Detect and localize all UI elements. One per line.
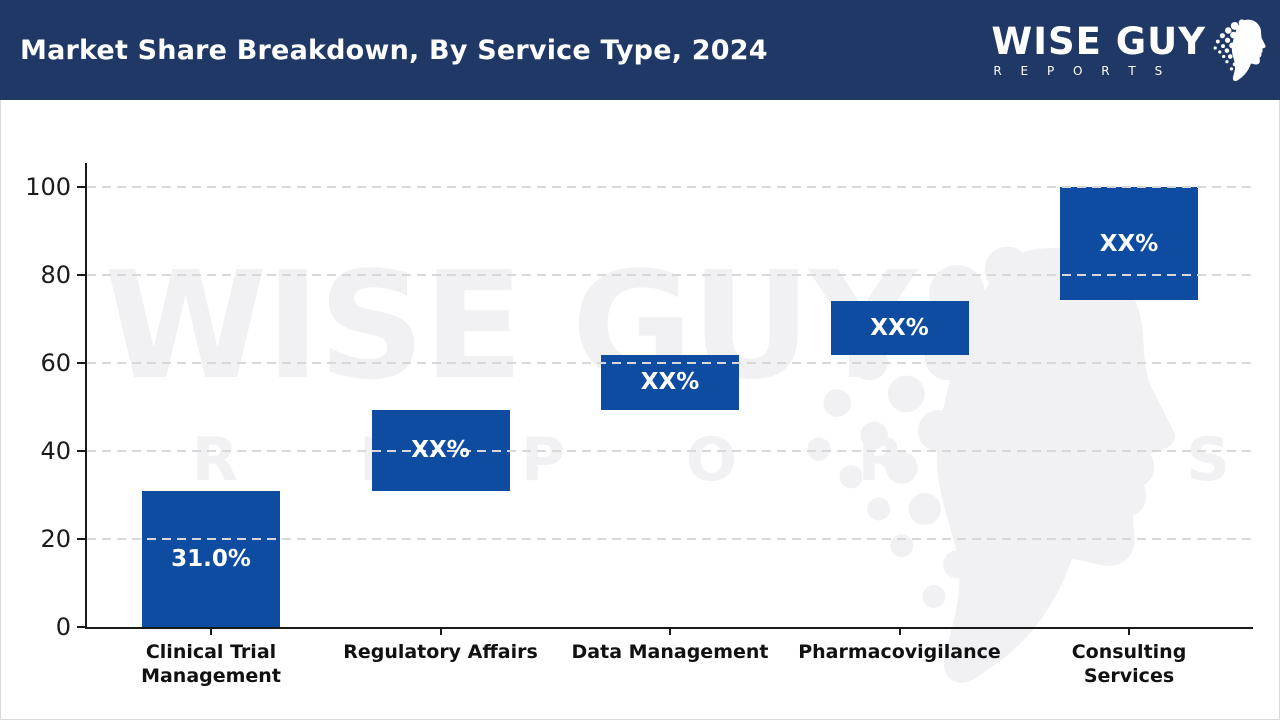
y-tick <box>77 274 85 276</box>
y-tick-label: 20 <box>40 525 71 553</box>
x-tick-label: Consulting Services <box>1009 641 1249 689</box>
chart-title: Market Share Breakdown, By Service Type,… <box>20 34 768 66</box>
gridline <box>87 538 1252 540</box>
x-axis-spine <box>85 627 1253 629</box>
x-tick-label: Clinical Trial Management <box>91 641 331 689</box>
x-tick-label-line: Services <box>1083 664 1175 687</box>
x-tick-label-line: Clinical Trial <box>145 641 277 663</box>
y-tick-label: 0 <box>55 613 71 641</box>
bar <box>1060 187 1198 301</box>
x-tick-label: Pharmacovigilance <box>780 641 1020 665</box>
x-tick <box>210 627 212 635</box>
bar <box>142 490 280 627</box>
wiseguy-head-icon <box>1210 7 1266 93</box>
x-tick-label-line: Pharmacovigilance <box>798 641 1001 663</box>
plot-area: 0 20 40 60 80 100 31.0% XX% XX% XX% XX% Clinical Tr… <box>25 165 1252 687</box>
y-tick-label: 80 <box>40 261 71 289</box>
y-tick-label: 100 <box>25 173 71 201</box>
y-tick-label: 40 <box>40 437 71 465</box>
x-tick-label-line: Management <box>141 664 281 687</box>
logo-reports-text: R E P O R T S <box>993 63 1170 78</box>
y-tick <box>77 538 85 540</box>
bar-value-label: 31.0% <box>171 545 251 572</box>
logo-wordmark-text: WISE GUY <box>991 19 1206 63</box>
watermark-wordmark: WISE GUY <box>104 240 916 412</box>
y-tick <box>77 186 85 188</box>
x-tick-label-line: Consulting <box>1071 641 1187 663</box>
x-tick <box>669 627 671 635</box>
x-tick <box>439 627 442 635</box>
x-tick <box>898 627 901 635</box>
bar <box>830 300 969 355</box>
y-tick <box>77 626 85 628</box>
y-axis-spine <box>85 163 87 629</box>
x-tick-label: Regulatory Affairs <box>321 641 561 665</box>
x-tick-label-line: Data Management <box>571 641 769 663</box>
x-tick-label-line: Regulatory Affairs <box>343 641 538 663</box>
gridline <box>87 186 1252 188</box>
bar-value-label: XX% <box>870 314 929 341</box>
gridline <box>87 362 1252 364</box>
y-tick <box>77 450 85 452</box>
x-tick-label: Data Management <box>550 641 790 665</box>
gridline <box>87 274 1252 276</box>
bar-value-label: XX% <box>640 369 700 396</box>
x-tick <box>1128 627 1130 635</box>
header-bar: Market Share Breakdown, By Service Type,… <box>0 0 1280 100</box>
wise-guy-logo: WISE GUY R E P O R T S <box>991 0 1266 100</box>
y-tick-label: 60 <box>40 349 71 377</box>
gridline <box>87 450 1252 452</box>
logo-wordmark: WISE GUY R E P O R T S <box>991 23 1206 78</box>
bar-value-label: XX% <box>1099 230 1159 257</box>
bar-value-label: XX% <box>411 437 470 464</box>
y-tick <box>77 362 85 364</box>
